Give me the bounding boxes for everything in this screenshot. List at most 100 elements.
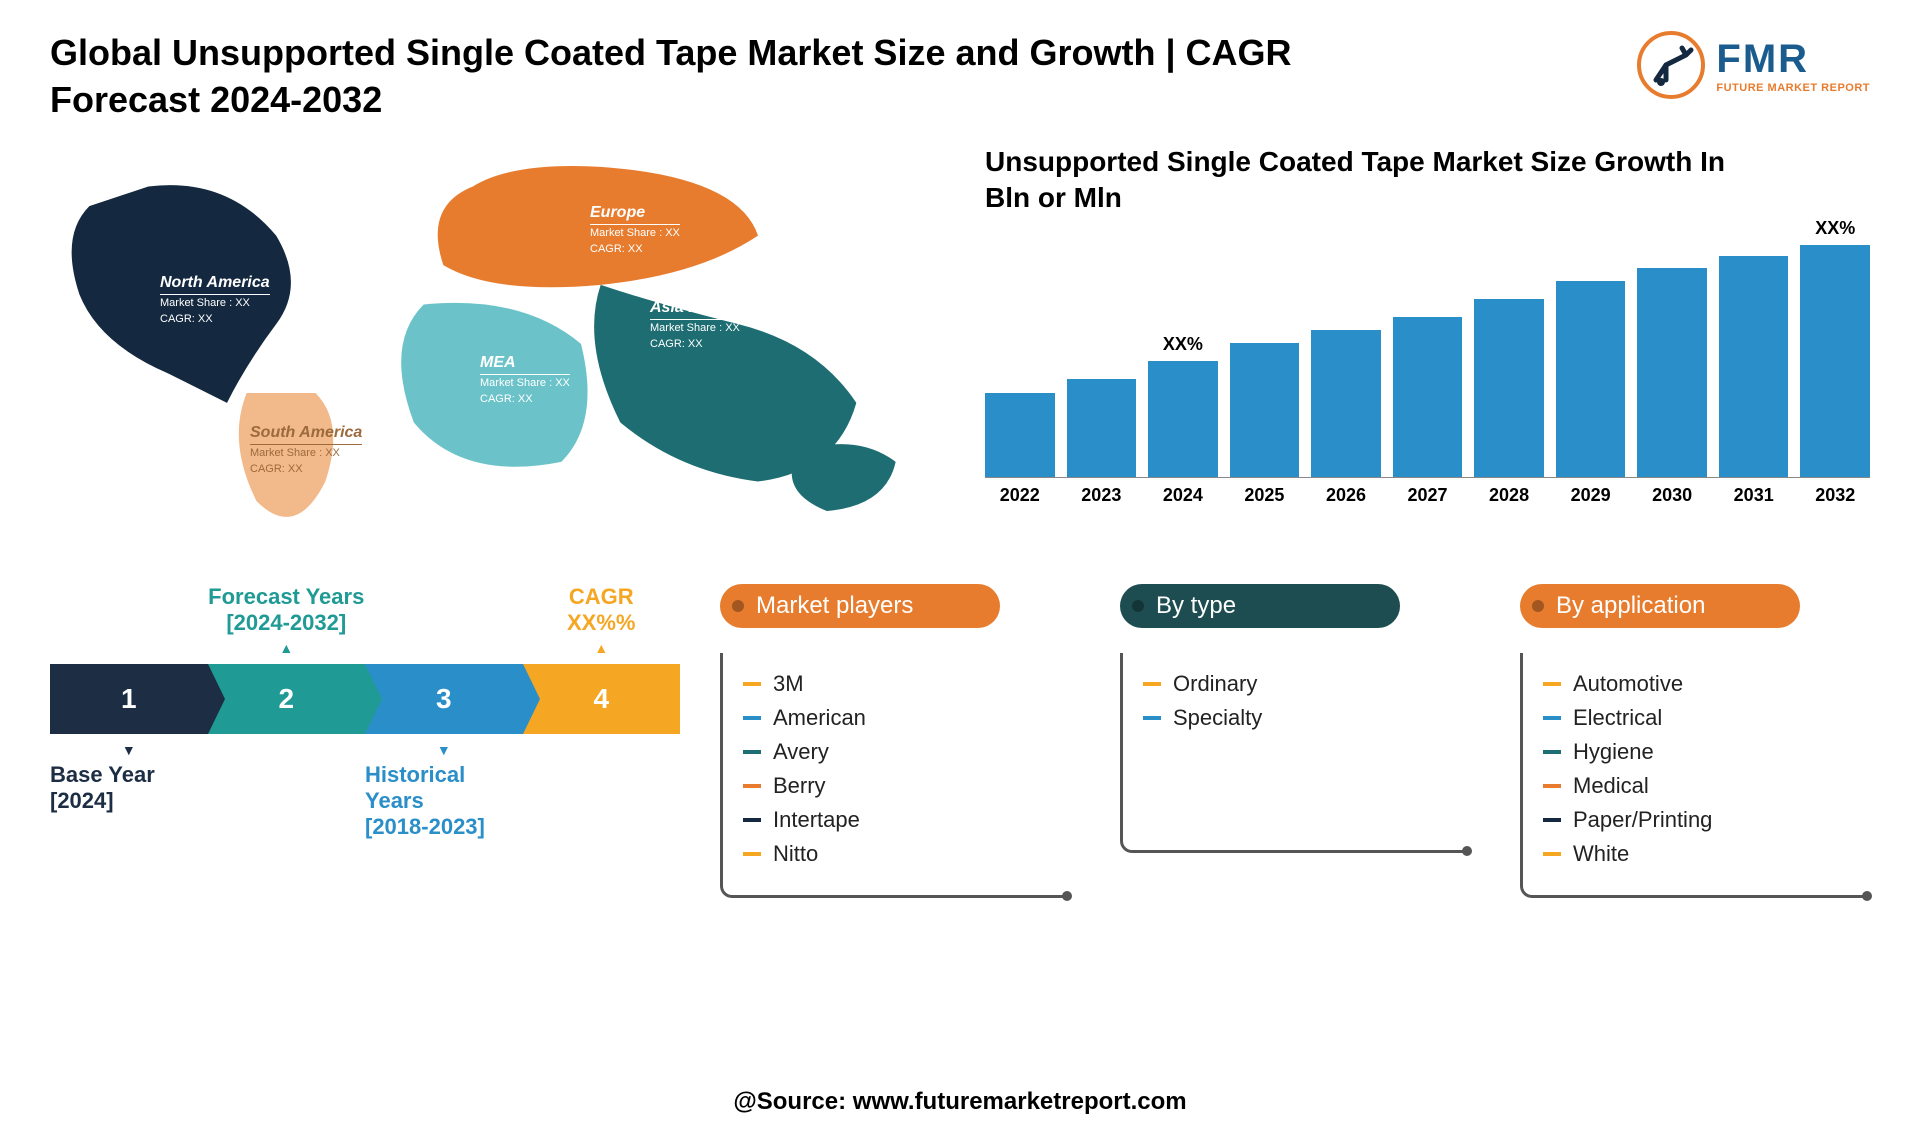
list-item-label: Avery — [773, 739, 829, 765]
bar-rect — [1148, 361, 1218, 477]
bar-label: 2025 — [1244, 485, 1284, 506]
bar-2022: 2022 — [985, 393, 1055, 507]
region-eu: Europe Market Share : XX CAGR: XX — [590, 204, 680, 255]
bar-2024: XX% 2024 — [1148, 361, 1218, 506]
color-tick-icon — [1543, 818, 1561, 822]
bar-2023: 2023 — [1067, 379, 1137, 506]
list-item: Electrical — [1543, 705, 1870, 731]
list-item-label: Nitto — [773, 841, 818, 867]
color-tick-icon — [743, 750, 761, 754]
region-cagr: CAGR: XX — [160, 311, 270, 325]
region-name: MEA — [480, 354, 570, 372]
bar-label: 2029 — [1571, 485, 1611, 506]
list-item: Intertape — [743, 807, 1070, 833]
bar-2027: 2027 — [1393, 317, 1463, 507]
list-item-label: 3M — [773, 671, 804, 697]
world-map: North America Market Share : XX CAGR: XX… — [50, 144, 935, 524]
region-share: Market Share : XX — [480, 374, 570, 389]
region-name: Asia Pacific — [650, 299, 740, 317]
list-item-label: Specialty — [1173, 705, 1262, 731]
list-item-label: Berry — [773, 773, 826, 799]
color-tick-icon — [743, 682, 761, 686]
list-item: White — [1543, 841, 1870, 867]
color-tick-icon — [1543, 682, 1561, 686]
logo-text: FMR — [1716, 37, 1870, 82]
bar-label: 2032 — [1815, 485, 1855, 506]
bar-2028: 2028 — [1474, 299, 1544, 507]
pill-dot-icon — [1532, 600, 1544, 612]
list-item: Automotive — [1543, 671, 1870, 697]
color-tick-icon — [743, 818, 761, 822]
color-tick-icon — [743, 784, 761, 788]
list-item: Medical — [1543, 773, 1870, 799]
region-sa: South America Market Share : XX CAGR: XX — [250, 424, 362, 475]
bar-label: 2028 — [1489, 485, 1529, 506]
region-cagr: CAGR: XX — [480, 391, 570, 405]
timeline-top-label: Forecast Years [2024-2032] ▲ — [208, 584, 366, 656]
section-2: By application Automotive Electrical Hyg… — [1520, 584, 1870, 898]
bar-2026: 2026 — [1311, 330, 1381, 506]
bar-annotation: XX% — [1163, 334, 1203, 355]
bar-rect — [1393, 317, 1463, 478]
timeline-bottom-label: ▼ Base Year [2024] — [50, 742, 208, 840]
region-name: North America — [160, 274, 270, 292]
bar-label: 2022 — [1000, 485, 1040, 506]
region-share: Market Share : XX — [590, 224, 680, 239]
color-tick-icon — [743, 852, 761, 856]
bar-label: 2023 — [1081, 485, 1121, 506]
region-mea: MEA Market Share : XX CAGR: XX — [480, 354, 570, 405]
timeline-label-sub: [2024-2032] — [208, 610, 366, 636]
color-tick-icon — [1143, 716, 1161, 720]
list-item-label: Paper/Printing — [1573, 807, 1712, 833]
section-title: By application — [1556, 592, 1705, 620]
color-tick-icon — [1543, 716, 1561, 720]
pill-dot-icon — [732, 600, 744, 612]
bar-2025: 2025 — [1230, 343, 1300, 506]
list-item-label: American — [773, 705, 866, 731]
timeline-segment-2: 2 — [208, 664, 366, 734]
timeline-bottom-label: ▼ Historical Years [2018-2023] — [365, 742, 523, 840]
bar-label: 2027 — [1407, 485, 1447, 506]
color-tick-icon — [1543, 852, 1561, 856]
bar-rect — [1311, 330, 1381, 477]
section-title: Market players — [756, 592, 913, 620]
list-item: Nitto — [743, 841, 1070, 867]
list-item: Paper/Printing — [1543, 807, 1870, 833]
timeline-label-text: Forecast Years — [208, 584, 366, 610]
triangle-down-icon: ▲ — [208, 640, 366, 656]
triangle-down-icon: ▼ — [365, 742, 523, 758]
section-pill: Market players — [720, 584, 1000, 628]
list-item: Hygiene — [1543, 739, 1870, 765]
section-list: Automotive Electrical Hygiene Medical Pa… — [1520, 653, 1870, 898]
timeline-segment-1: 1 — [50, 664, 208, 734]
section-pill: By application — [1520, 584, 1800, 628]
bar-rect — [1719, 256, 1789, 477]
bar-2032: XX% 2032 — [1800, 245, 1870, 506]
triangle-down-icon: ▼ — [50, 742, 208, 758]
list-item: American — [743, 705, 1070, 731]
bar-label: 2031 — [1734, 485, 1774, 506]
source-citation: @Source: www.futuremarketreport.com — [0, 1088, 1920, 1116]
region-na: North America Market Share : XX CAGR: XX — [160, 274, 270, 325]
list-item: Avery — [743, 739, 1070, 765]
list-item-label: Intertape — [773, 807, 860, 833]
region-cagr: CAGR: XX — [250, 461, 362, 475]
logo-telescope-icon — [1636, 30, 1706, 100]
region-cagr: CAGR: XX — [590, 241, 680, 255]
timeline-segment-4: 4 — [523, 664, 681, 734]
list-item-label: Electrical — [1573, 705, 1662, 731]
list-item-label: Ordinary — [1173, 671, 1257, 697]
color-tick-icon — [1543, 784, 1561, 788]
timeline-top-label: CAGR XX%% ▲ — [523, 584, 681, 656]
timeline-label-text: Base Year — [50, 762, 208, 788]
section-list: Ordinary Specialty — [1120, 653, 1470, 853]
list-item: Berry — [743, 773, 1070, 799]
timeline-label-sub: [2024] — [50, 788, 208, 814]
bar-rect — [1637, 268, 1707, 478]
bar-rect — [1556, 281, 1626, 477]
timeline-label-text: Historical Years — [365, 762, 523, 814]
list-item-label: Medical — [1573, 773, 1649, 799]
section-1: By type Ordinary Specialty — [1120, 584, 1470, 898]
bar-rect — [1230, 343, 1300, 477]
section-pill: By type — [1120, 584, 1400, 628]
